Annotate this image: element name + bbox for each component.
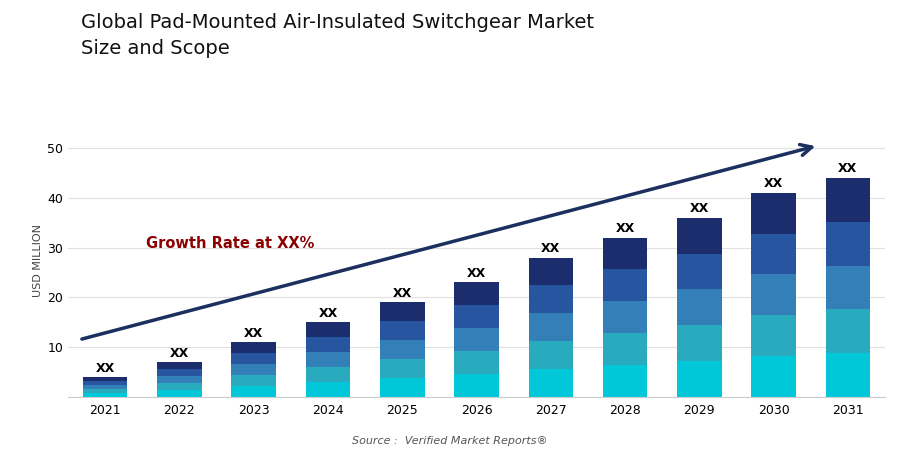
Bar <box>677 289 722 325</box>
Bar <box>454 306 499 328</box>
Text: XX: XX <box>467 267 486 280</box>
Bar <box>528 341 573 369</box>
Bar <box>380 302 425 321</box>
Bar <box>825 178 870 222</box>
Text: XX: XX <box>319 307 338 320</box>
Bar <box>158 369 202 376</box>
Bar <box>83 381 128 385</box>
Text: XX: XX <box>170 346 189 360</box>
Bar <box>231 342 276 353</box>
Text: XX: XX <box>689 202 709 215</box>
Text: XX: XX <box>764 177 783 190</box>
Bar <box>825 309 870 353</box>
Bar <box>231 375 276 386</box>
Bar <box>380 378 425 397</box>
Bar <box>752 356 796 397</box>
Bar <box>677 218 722 253</box>
Bar <box>158 362 202 369</box>
Bar <box>825 353 870 397</box>
Bar <box>83 389 128 393</box>
Text: XX: XX <box>541 242 561 255</box>
Bar <box>454 374 499 397</box>
Bar <box>158 390 202 397</box>
Bar <box>677 253 722 289</box>
Bar <box>528 257 573 285</box>
Bar <box>528 285 573 313</box>
Bar <box>306 382 350 397</box>
Bar <box>752 193 796 234</box>
Bar <box>380 340 425 359</box>
Bar <box>306 352 350 367</box>
Bar <box>825 222 870 266</box>
Bar <box>603 238 647 270</box>
Bar <box>528 369 573 397</box>
Bar <box>306 337 350 352</box>
Bar <box>677 361 722 397</box>
Text: Global Pad-Mounted Air-Insulated Switchgear Market
Size and Scope: Global Pad-Mounted Air-Insulated Switchg… <box>81 14 594 58</box>
Text: XX: XX <box>95 362 115 375</box>
Bar <box>603 333 647 365</box>
Text: XX: XX <box>244 327 264 340</box>
Bar <box>83 393 128 397</box>
Bar <box>603 302 647 333</box>
Bar <box>158 383 202 390</box>
Y-axis label: USD MILLION: USD MILLION <box>33 224 43 297</box>
Bar <box>752 234 796 274</box>
Bar <box>454 351 499 374</box>
Bar <box>603 270 647 302</box>
Bar <box>380 359 425 378</box>
Bar <box>752 315 796 356</box>
Bar <box>83 385 128 389</box>
Bar <box>306 322 350 337</box>
Text: Source :  Verified Market Reports®: Source : Verified Market Reports® <box>352 436 548 446</box>
Text: Growth Rate at XX%: Growth Rate at XX% <box>146 235 314 251</box>
Bar <box>454 328 499 351</box>
Bar <box>306 367 350 382</box>
Bar <box>752 274 796 315</box>
Text: XX: XX <box>838 162 858 176</box>
Bar <box>231 353 276 364</box>
Bar <box>231 386 276 397</box>
Text: XX: XX <box>616 222 634 235</box>
Bar <box>380 321 425 340</box>
Bar <box>454 283 499 306</box>
Bar <box>677 325 722 361</box>
Bar <box>528 313 573 341</box>
Text: XX: XX <box>392 287 412 300</box>
Bar <box>158 376 202 383</box>
Bar <box>83 377 128 381</box>
Bar <box>825 266 870 309</box>
Bar <box>231 364 276 375</box>
Bar <box>603 365 647 397</box>
